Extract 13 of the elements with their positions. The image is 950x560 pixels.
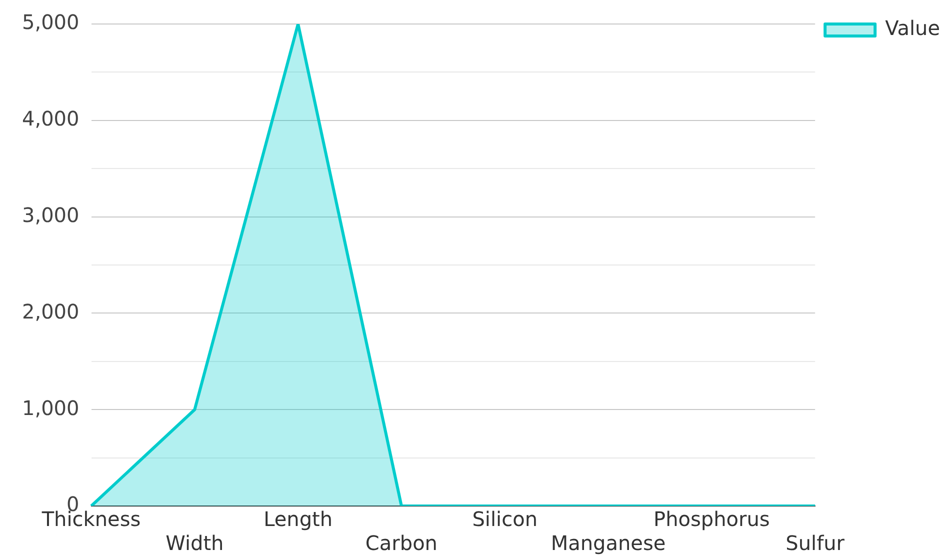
x-tick-label: Carbon (365, 531, 438, 556)
x-tick-label: Phosphorus (654, 507, 770, 532)
legend-label: Value (885, 16, 940, 40)
y-tick-label: 1,000 (22, 396, 80, 420)
x-tick-label: Sulfur (786, 531, 846, 556)
x-tick-label: Width (166, 531, 224, 556)
y-tick-label: 4,000 (22, 106, 80, 131)
y-tick-label: 5,000 (22, 10, 80, 34)
x-tick-label: Manganese (550, 531, 666, 556)
y-tick-label: 3,000 (22, 203, 80, 228)
y-tick-label: 2,000 (22, 299, 80, 324)
x-tick-label: Silicon (472, 507, 538, 532)
x-tick-label: Length (264, 507, 333, 532)
